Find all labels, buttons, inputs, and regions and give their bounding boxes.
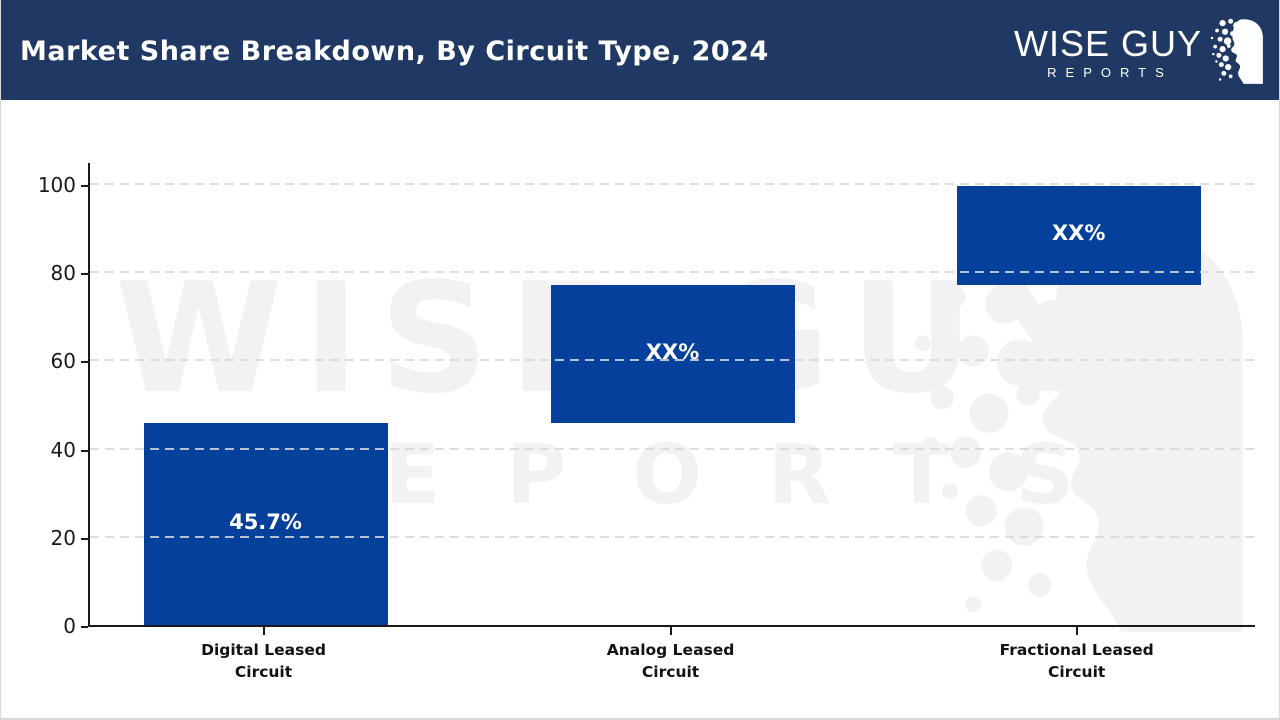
header-banner: Market Share Breakdown, By Circuit Type,… (0, 0, 1280, 100)
x-category-label: Digital Leased Circuit (201, 641, 326, 681)
y-tick-label: 0 (63, 614, 76, 638)
x-tick-mark (669, 627, 672, 635)
y-gridline (90, 447, 1255, 450)
y-tick-label: 60 (50, 349, 76, 374)
y-gridline (90, 271, 1255, 274)
y-gridline (90, 359, 1255, 362)
y-tick-mark (81, 361, 88, 364)
bar-segment: 45.7% (143, 423, 388, 625)
y-gridline (90, 535, 1255, 538)
logo-text: WISE GUY REPORTS (1013, 23, 1202, 81)
bar-value-label: XX% (1051, 221, 1106, 246)
dotted-face-icon (1210, 18, 1263, 84)
y-tick-mark (81, 185, 88, 187)
y-tick-mark (81, 449, 88, 452)
logo-reports-label: REPORTS (1047, 65, 1173, 80)
y-tick-label: 20 (50, 525, 76, 550)
plot-area: 45.7% XX% XX% (88, 163, 1255, 627)
page-title: Market Share Breakdown, By Circuit Type,… (20, 36, 769, 67)
wise-guy-reports-logo: WISE GUY REPORTS (1014, 6, 1266, 96)
x-category-label: Fractional Leased Circuit (999, 641, 1154, 681)
y-tick-mark (81, 273, 88, 276)
y-tick-label: 100 (37, 173, 76, 197)
x-tick-mark (262, 627, 265, 635)
bar-segment: XX% (550, 284, 795, 424)
logo-wiseguy-label: WISE GUY (1013, 23, 1202, 64)
y-gridline (90, 183, 1255, 185)
x-tick-mark (1075, 627, 1078, 635)
x-category-label: Analog Leased Circuit (606, 641, 735, 681)
y-tick-mark (81, 626, 88, 628)
y-tick-mark (81, 537, 88, 540)
y-tick-label: 40 (50, 437, 76, 462)
y-tick-label: 80 (50, 261, 76, 286)
bar-value-label: 45.7% (229, 510, 302, 535)
bar-segment: XX% (956, 186, 1201, 285)
